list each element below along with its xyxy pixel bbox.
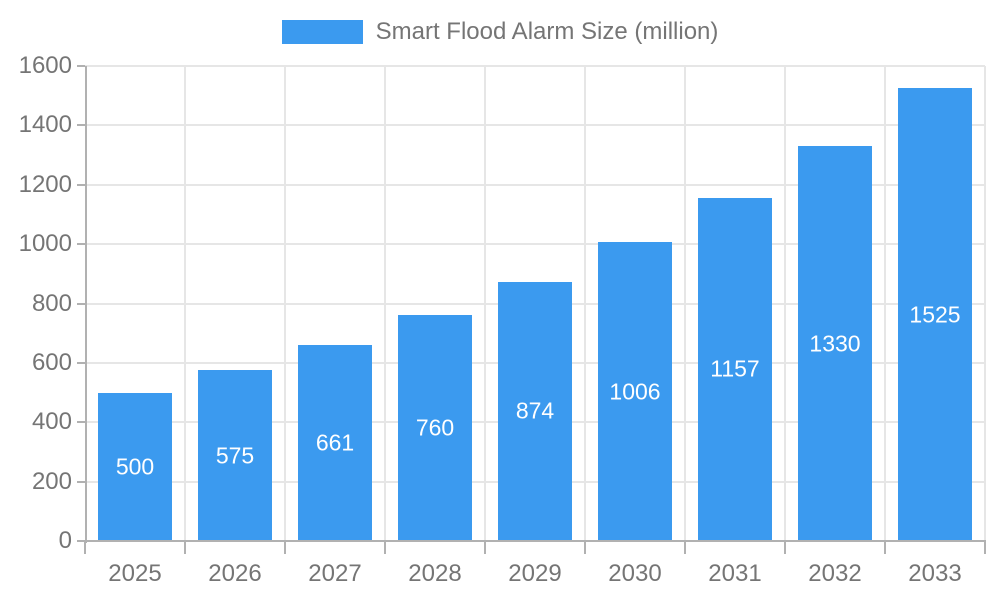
bar-2026[interactable] [198, 370, 272, 541]
bar-value-label-2029: 874 [515, 397, 555, 424]
x-axis-line [85, 540, 986, 542]
gridline-y-1600 [85, 65, 985, 67]
x-axis-tick [584, 542, 586, 554]
y-axis-tick [77, 421, 85, 424]
y-axis-tick [77, 540, 85, 542]
bar-value-label-2028: 760 [415, 414, 455, 441]
y-axis-label-200: 200 [31, 467, 72, 495]
x-axis-label-2028: 2028 [408, 560, 462, 587]
bar-2033[interactable] [898, 88, 972, 541]
x-axis-label-2032: 2032 [808, 560, 862, 587]
x-axis-tick [484, 542, 486, 554]
x-axis-label-2029: 2029 [508, 560, 562, 587]
gridline-x-4 [484, 66, 486, 541]
y-axis-tick [77, 361, 85, 364]
x-axis-tick [984, 542, 986, 554]
x-axis-tick [284, 542, 286, 554]
x-axis-tick [184, 542, 186, 554]
y-axis-label-1200: 1200 [18, 170, 72, 198]
bar-2029[interactable] [498, 281, 572, 541]
gridline-x-1 [184, 66, 186, 541]
bar-2027[interactable] [298, 344, 372, 541]
plot-area: 500 575 661 760 874 1006 1157 1330 1525 [85, 65, 986, 541]
y-axis-tick [77, 183, 85, 186]
bar-value-label-2032: 1330 [809, 330, 861, 357]
x-axis-label-2031: 2031 [708, 560, 762, 587]
x-axis-tick [684, 542, 686, 554]
gridline-y-1200 [85, 183, 985, 186]
y-axis-tick [77, 65, 85, 67]
bar-value-label-2033: 1525 [909, 301, 961, 328]
y-axis-label-800: 800 [31, 289, 72, 317]
gridline-x-8 [884, 66, 886, 541]
x-axis-label-2025: 2025 [108, 560, 162, 587]
x-axis-tick [884, 542, 886, 554]
y-axis-tick [77, 243, 85, 246]
bar-value-label-2026: 575 [215, 442, 255, 469]
y-axis-tick [77, 302, 85, 305]
bar-2031[interactable] [698, 197, 772, 541]
x-axis-label-2027: 2027 [308, 560, 362, 587]
bar-value-label-2025: 500 [115, 453, 155, 480]
bar-2030[interactable] [598, 242, 672, 541]
x-axis-label-2030: 2030 [608, 560, 662, 587]
bar-value-label-2027: 661 [315, 429, 355, 456]
gridline-x-5 [584, 66, 586, 541]
legend: Smart Flood Alarm Size (million) [0, 19, 1000, 45]
y-axis-label-1400: 1400 [18, 111, 72, 139]
bar-value-label-2030: 1006 [609, 378, 661, 405]
y-axis-tick [77, 480, 85, 483]
y-axis-label-1000: 1000 [18, 230, 72, 258]
gridline-x-9 [984, 66, 986, 541]
x-axis-tick [84, 542, 86, 554]
x-axis-label-2026: 2026 [208, 560, 262, 587]
bar-2025[interactable] [98, 392, 172, 541]
bar-2032[interactable] [798, 146, 872, 541]
gridline-y-1000 [85, 243, 985, 246]
gridline-x-3 [384, 66, 386, 541]
y-axis-label-400: 400 [31, 408, 72, 436]
gridline-x-6 [684, 66, 686, 541]
bar-2028[interactable] [398, 315, 472, 541]
legend-swatch-icon [281, 20, 363, 44]
y-axis-line [85, 66, 87, 543]
y-axis-label-600: 600 [31, 348, 72, 376]
gridline-y-1400 [85, 124, 985, 127]
y-axis-label-0: 0 [58, 527, 72, 554]
gridline-x-2 [284, 66, 286, 541]
x-axis-tick [784, 542, 786, 554]
y-axis-tick [77, 124, 85, 127]
x-axis-tick [384, 542, 386, 554]
y-axis-label-1600: 1600 [18, 52, 72, 79]
bar-value-label-2031: 1157 [710, 355, 760, 382]
x-axis-label-2033: 2033 [908, 560, 962, 587]
legend-item[interactable]: Smart Flood Alarm Size (million) [281, 18, 719, 45]
gridline-x-7 [784, 66, 786, 541]
legend-label: Smart Flood Alarm Size (million) [375, 18, 719, 45]
